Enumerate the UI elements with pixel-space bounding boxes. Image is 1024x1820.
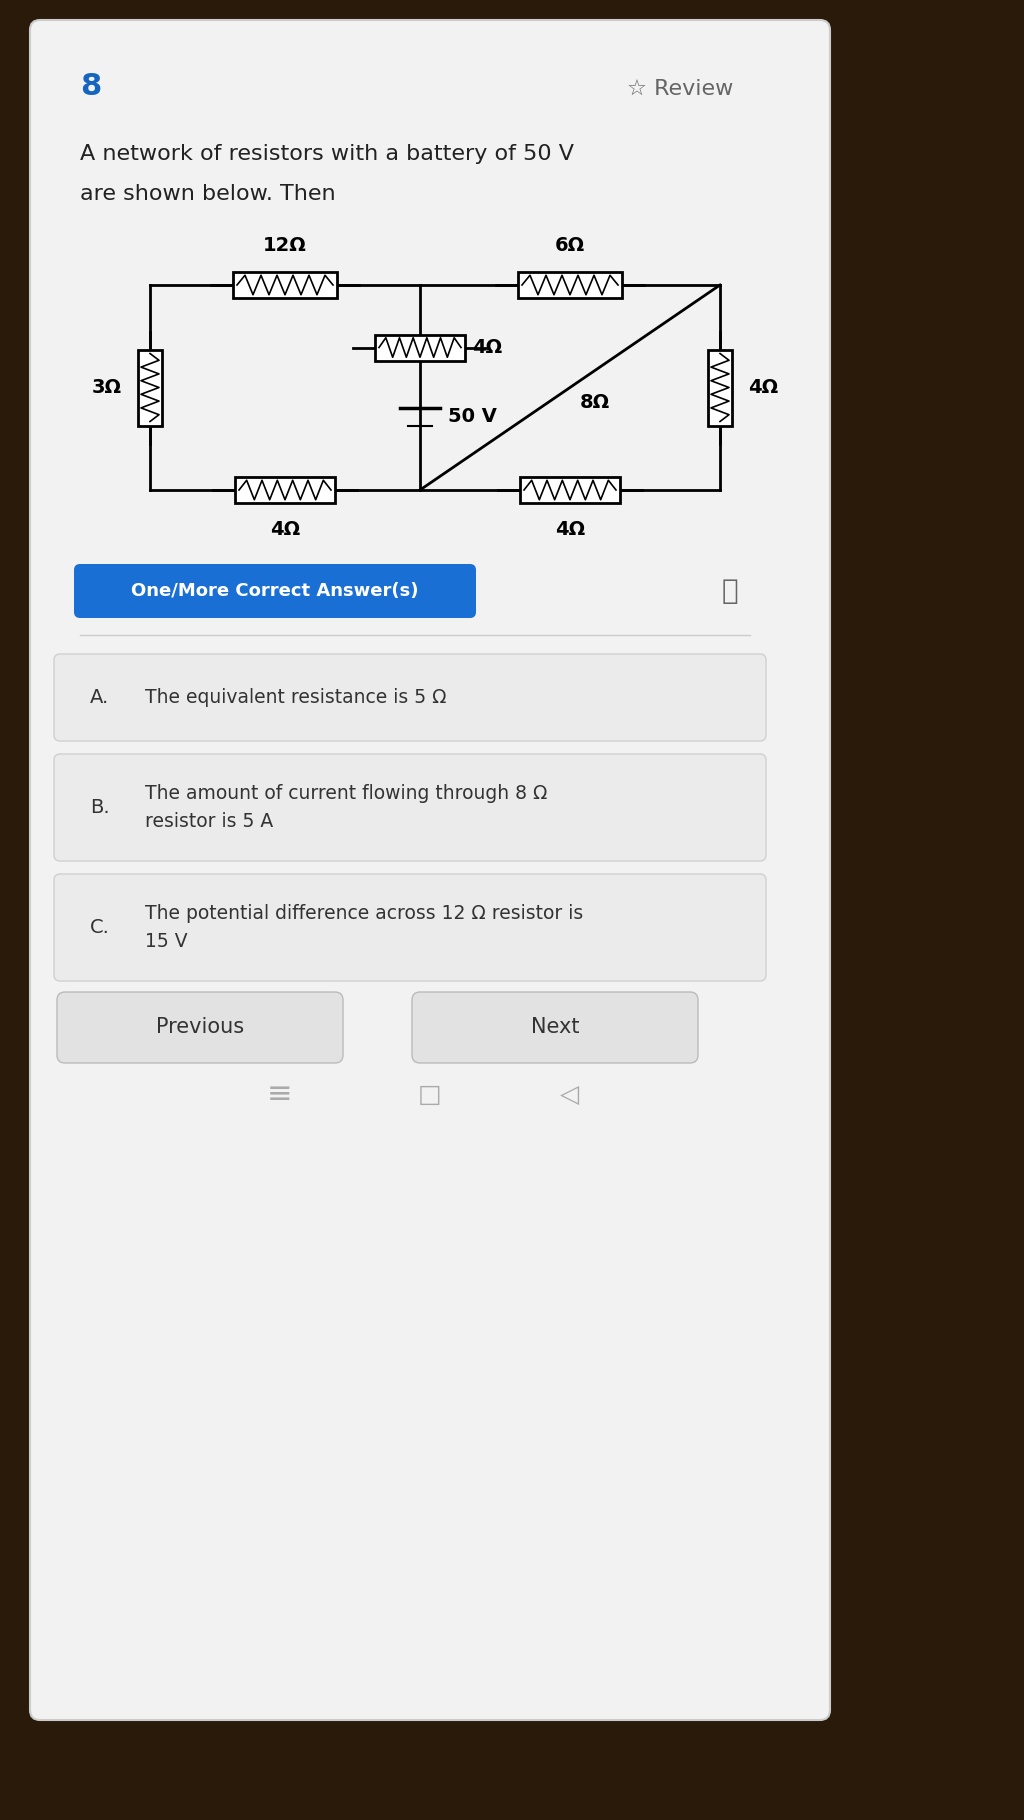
Text: 50 V: 50 V	[449, 408, 497, 426]
FancyBboxPatch shape	[74, 564, 476, 619]
Text: 8: 8	[80, 73, 101, 100]
FancyBboxPatch shape	[54, 653, 766, 741]
Text: Previous: Previous	[156, 1017, 244, 1037]
Text: Next: Next	[530, 1017, 580, 1037]
Text: The amount of current flowing through 8 Ω: The amount of current flowing through 8 …	[145, 784, 548, 803]
Bar	[518, 271, 622, 298]
Bar	[234, 477, 335, 502]
Text: ≡: ≡	[267, 1081, 293, 1110]
Text: 4Ω: 4Ω	[555, 521, 585, 539]
Text: □: □	[418, 1083, 441, 1107]
Bar	[138, 349, 162, 426]
Text: ☆ Review: ☆ Review	[627, 78, 733, 98]
Text: The equivalent resistance is 5 Ω: The equivalent resistance is 5 Ω	[145, 688, 446, 706]
Text: 6Ω: 6Ω	[555, 237, 585, 255]
Bar	[233, 271, 337, 298]
FancyBboxPatch shape	[57, 992, 343, 1063]
Text: B.: B.	[90, 797, 110, 817]
Text: 8Ω: 8Ω	[580, 393, 610, 411]
Text: The potential difference across 12 Ω resistor is: The potential difference across 12 Ω res…	[145, 905, 584, 923]
Text: One/More Correct Answer(s): One/More Correct Answer(s)	[131, 582, 419, 601]
Text: 3Ω: 3Ω	[92, 379, 122, 397]
Text: ◁: ◁	[560, 1083, 580, 1107]
FancyBboxPatch shape	[54, 874, 766, 981]
FancyBboxPatch shape	[412, 992, 698, 1063]
Text: resistor is 5 A: resistor is 5 A	[145, 812, 273, 832]
Text: 15 V: 15 V	[145, 932, 187, 952]
Bar	[520, 477, 620, 502]
FancyBboxPatch shape	[30, 20, 830, 1720]
Text: 4Ω: 4Ω	[472, 339, 502, 357]
Text: 12Ω: 12Ω	[263, 237, 307, 255]
Text: 4Ω: 4Ω	[748, 379, 778, 397]
Text: A network of resistors with a battery of 50 V: A network of resistors with a battery of…	[80, 144, 574, 164]
Text: are shown below. Then: are shown below. Then	[80, 184, 336, 204]
Text: A.: A.	[90, 688, 110, 706]
Bar	[708, 349, 732, 426]
Text: C.: C.	[90, 917, 110, 937]
Bar	[375, 335, 465, 360]
Text: ⓘ: ⓘ	[722, 577, 738, 604]
Text: 4Ω: 4Ω	[270, 521, 300, 539]
FancyBboxPatch shape	[54, 753, 766, 861]
